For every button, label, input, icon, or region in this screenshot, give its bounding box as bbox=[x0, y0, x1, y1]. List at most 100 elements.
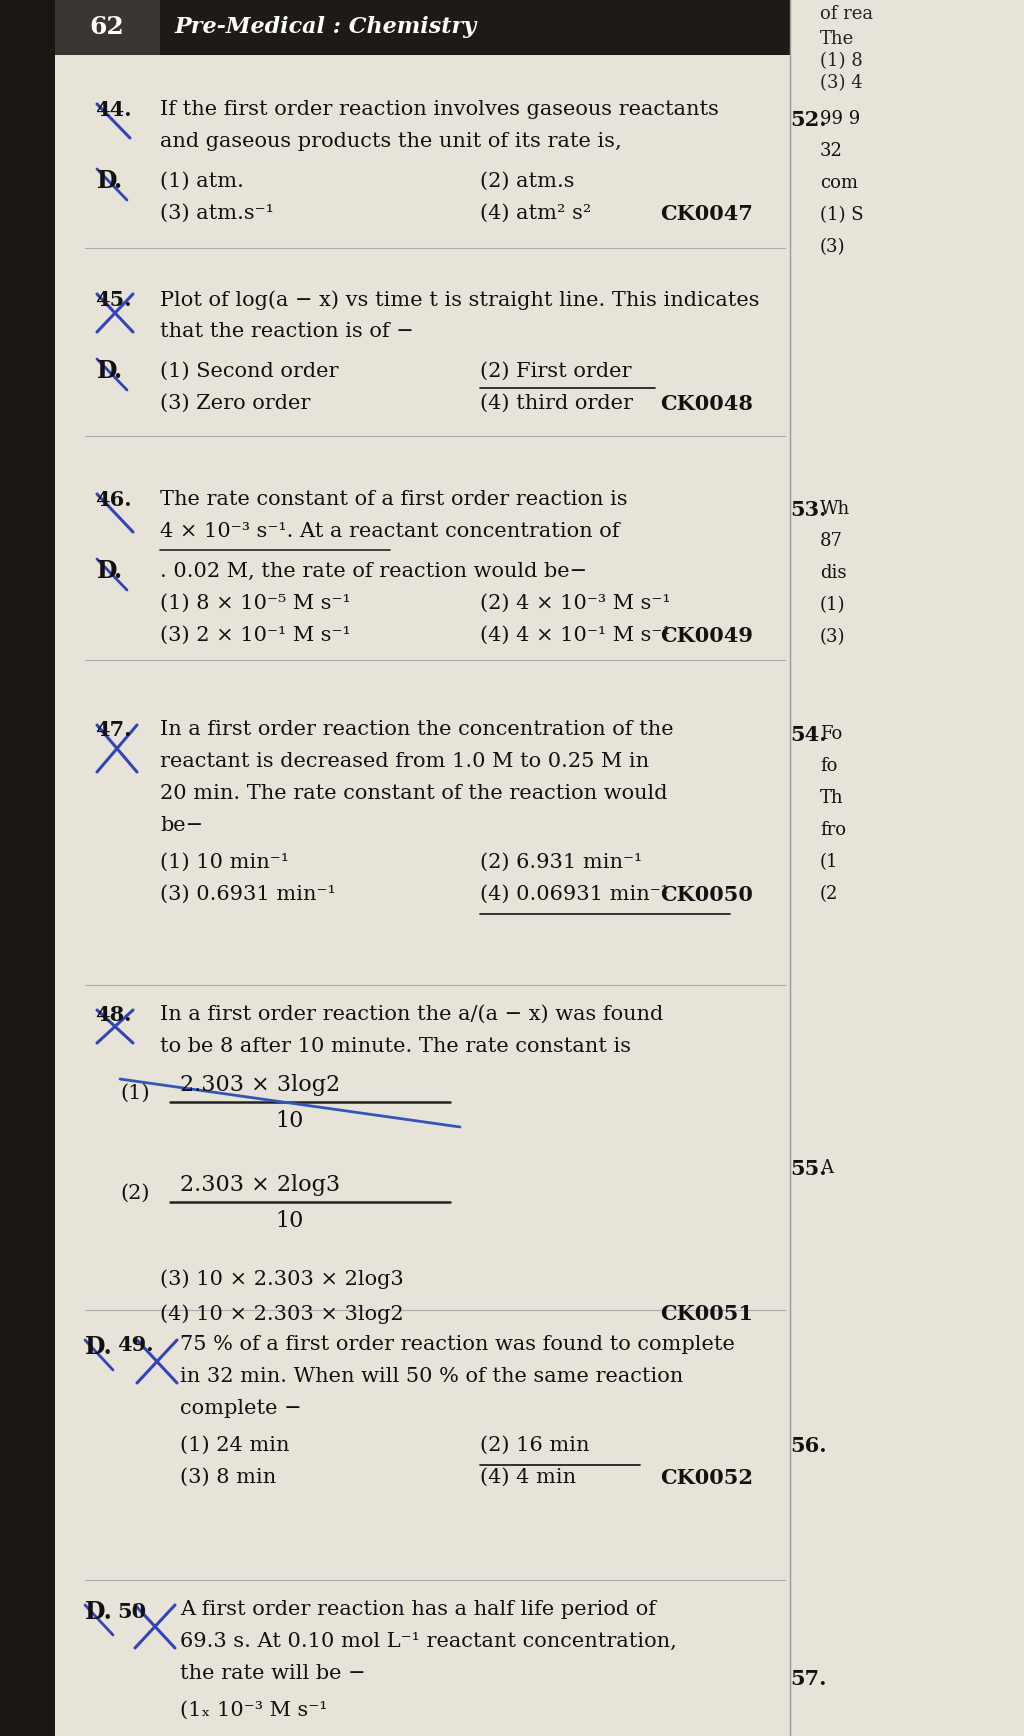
Text: that the reaction is of −: that the reaction is of − bbox=[160, 321, 414, 340]
Text: 47.: 47. bbox=[95, 720, 131, 740]
Text: (4) 10 × 2.303 × 3log2: (4) 10 × 2.303 × 3log2 bbox=[160, 1304, 403, 1323]
Text: 2.303 × 3log2: 2.303 × 3log2 bbox=[180, 1075, 340, 1095]
Text: (3): (3) bbox=[820, 238, 846, 255]
Text: In a first order reaction the a/(a − x) was found: In a first order reaction the a/(a − x) … bbox=[160, 1005, 664, 1024]
Text: (3) 10 × 2.303 × 2log3: (3) 10 × 2.303 × 2log3 bbox=[160, 1269, 403, 1288]
Text: (4) 4 × 10⁻¹ M s⁻¹: (4) 4 × 10⁻¹ M s⁻¹ bbox=[480, 627, 671, 646]
Text: (2) First order: (2) First order bbox=[480, 363, 632, 380]
Text: to be 8 after 10 minute. The rate constant is: to be 8 after 10 minute. The rate consta… bbox=[160, 1036, 631, 1055]
Text: 55.: 55. bbox=[790, 1160, 826, 1179]
Text: com: com bbox=[820, 174, 858, 193]
Text: 44.: 44. bbox=[95, 101, 132, 120]
Text: CK0052: CK0052 bbox=[660, 1469, 753, 1488]
Text: Plot of log(a − x) vs time t is straight line. This indicates: Plot of log(a − x) vs time t is straight… bbox=[160, 290, 760, 309]
Text: (1: (1 bbox=[820, 852, 839, 871]
Text: 75 % of a first order reaction was found to complete: 75 % of a first order reaction was found… bbox=[180, 1335, 735, 1354]
Text: (3): (3) bbox=[820, 628, 846, 646]
Text: reactant is decreased from 1.0 M to 0.25 M in: reactant is decreased from 1.0 M to 0.25… bbox=[160, 752, 649, 771]
Text: (2) 6.931 min⁻¹: (2) 6.931 min⁻¹ bbox=[480, 852, 642, 871]
Text: 2.303 × 2log3: 2.303 × 2log3 bbox=[180, 1174, 340, 1196]
Text: The: The bbox=[820, 30, 854, 49]
Text: dis: dis bbox=[820, 564, 847, 582]
Text: A first order reaction has a half life period of: A first order reaction has a half life p… bbox=[180, 1601, 656, 1620]
Text: (2) 4 × 10⁻³ M s⁻¹: (2) 4 × 10⁻³ M s⁻¹ bbox=[480, 594, 671, 613]
Text: (2: (2 bbox=[820, 885, 839, 903]
Text: 57.: 57. bbox=[790, 1668, 826, 1689]
Text: (3) 2 × 10⁻¹ M s⁻¹: (3) 2 × 10⁻¹ M s⁻¹ bbox=[160, 627, 351, 646]
Text: (1) S: (1) S bbox=[820, 207, 863, 224]
Text: (2): (2) bbox=[120, 1184, 150, 1203]
Text: (1) 24 min: (1) 24 min bbox=[180, 1436, 290, 1455]
Text: CK0051: CK0051 bbox=[660, 1304, 753, 1325]
Text: (2) atm.s: (2) atm.s bbox=[480, 172, 574, 191]
Text: and gaseous products the unit of its rate is,: and gaseous products the unit of its rat… bbox=[160, 132, 622, 151]
Text: Pre-Medical : Chemistry: Pre-Medical : Chemistry bbox=[175, 16, 477, 38]
Text: 48.: 48. bbox=[95, 1005, 131, 1024]
Text: 69.3 s. At 0.10 mol L⁻¹ reactant concentration,: 69.3 s. At 0.10 mol L⁻¹ reactant concent… bbox=[180, 1632, 677, 1651]
Text: (3) 0.6931 min⁻¹: (3) 0.6931 min⁻¹ bbox=[160, 885, 336, 904]
Text: D.: D. bbox=[85, 1335, 113, 1359]
Text: (1) atm.: (1) atm. bbox=[160, 172, 244, 191]
Text: the rate will be −: the rate will be − bbox=[180, 1665, 366, 1682]
Text: fo: fo bbox=[820, 757, 838, 774]
Text: CK0050: CK0050 bbox=[660, 885, 753, 904]
Text: (4) 4 min: (4) 4 min bbox=[480, 1469, 577, 1488]
Text: (3) 8 min: (3) 8 min bbox=[180, 1469, 276, 1488]
Text: .: . bbox=[113, 559, 121, 583]
Text: (1) Second order: (1) Second order bbox=[160, 363, 339, 380]
Text: (3) 4: (3) 4 bbox=[820, 75, 862, 92]
Text: CK0048: CK0048 bbox=[660, 394, 753, 413]
Bar bbox=[0, 0, 55, 1736]
Text: 49.: 49. bbox=[117, 1335, 154, 1356]
Bar bbox=[55, 0, 160, 56]
Text: D: D bbox=[97, 559, 118, 583]
Text: 46.: 46. bbox=[95, 490, 132, 510]
Text: 53.: 53. bbox=[790, 500, 826, 521]
Text: (1): (1) bbox=[120, 1083, 150, 1102]
Text: 10: 10 bbox=[275, 1210, 303, 1233]
Text: D: D bbox=[97, 359, 118, 384]
Text: The rate constant of a first order reaction is: The rate constant of a first order react… bbox=[160, 490, 628, 509]
Text: 4 × 10⁻³ s⁻¹. At a reactant concentration of: 4 × 10⁻³ s⁻¹. At a reactant concentratio… bbox=[160, 523, 620, 542]
Text: complete −: complete − bbox=[180, 1399, 302, 1418]
Text: 10: 10 bbox=[275, 1109, 303, 1132]
Text: CK0047: CK0047 bbox=[660, 205, 753, 224]
Text: 45.: 45. bbox=[95, 290, 132, 311]
Text: D: D bbox=[97, 168, 118, 193]
Text: (4) 0.06931 min⁻¹: (4) 0.06931 min⁻¹ bbox=[480, 885, 669, 904]
Text: In a first order reaction the concentration of the: In a first order reaction the concentrat… bbox=[160, 720, 674, 740]
Text: If the first order reaction involves gaseous reactants: If the first order reaction involves gas… bbox=[160, 101, 719, 120]
Text: 62: 62 bbox=[90, 16, 124, 38]
Text: (1) 8: (1) 8 bbox=[820, 52, 863, 69]
Text: Th: Th bbox=[820, 788, 844, 807]
Text: 54.: 54. bbox=[790, 726, 826, 745]
Text: 87: 87 bbox=[820, 531, 843, 550]
Text: in 32 min. When will 50 % of the same reaction: in 32 min. When will 50 % of the same re… bbox=[180, 1366, 683, 1385]
Text: 56.: 56. bbox=[790, 1436, 826, 1457]
Text: . 0.02 M, the rate of reaction would be−: . 0.02 M, the rate of reaction would be− bbox=[160, 562, 587, 582]
Text: (4) atm² s²: (4) atm² s² bbox=[480, 205, 592, 222]
Text: D.: D. bbox=[85, 1601, 113, 1623]
Text: (3) Zero order: (3) Zero order bbox=[160, 394, 310, 413]
Text: 52.: 52. bbox=[790, 109, 826, 130]
Text: CK0049: CK0049 bbox=[660, 627, 753, 646]
Text: (1) 8 × 10⁻⁵ M s⁻¹: (1) 8 × 10⁻⁵ M s⁻¹ bbox=[160, 594, 351, 613]
Text: 50: 50 bbox=[117, 1602, 146, 1621]
Text: .: . bbox=[113, 359, 121, 384]
Text: (1) 10 min⁻¹: (1) 10 min⁻¹ bbox=[160, 852, 289, 871]
Text: 20 min. The rate constant of the reaction would: 20 min. The rate constant of the reactio… bbox=[160, 785, 668, 804]
Text: (1ₓ 10⁻³ M s⁻¹: (1ₓ 10⁻³ M s⁻¹ bbox=[180, 1701, 328, 1720]
Text: (2) 16 min: (2) 16 min bbox=[480, 1436, 590, 1455]
Text: (1): (1) bbox=[820, 595, 846, 615]
Text: Wh: Wh bbox=[820, 500, 850, 517]
Bar bbox=[55, 0, 790, 56]
Text: 32: 32 bbox=[820, 142, 843, 160]
Text: (3) atm.s⁻¹: (3) atm.s⁻¹ bbox=[160, 205, 273, 222]
Text: .: . bbox=[113, 168, 121, 193]
Text: 99 9: 99 9 bbox=[820, 109, 860, 128]
Text: fro: fro bbox=[820, 821, 846, 838]
Text: Fo: Fo bbox=[820, 726, 843, 743]
Text: A: A bbox=[820, 1160, 833, 1177]
Text: of rea: of rea bbox=[820, 5, 873, 23]
Text: (4) third order: (4) third order bbox=[480, 394, 633, 413]
